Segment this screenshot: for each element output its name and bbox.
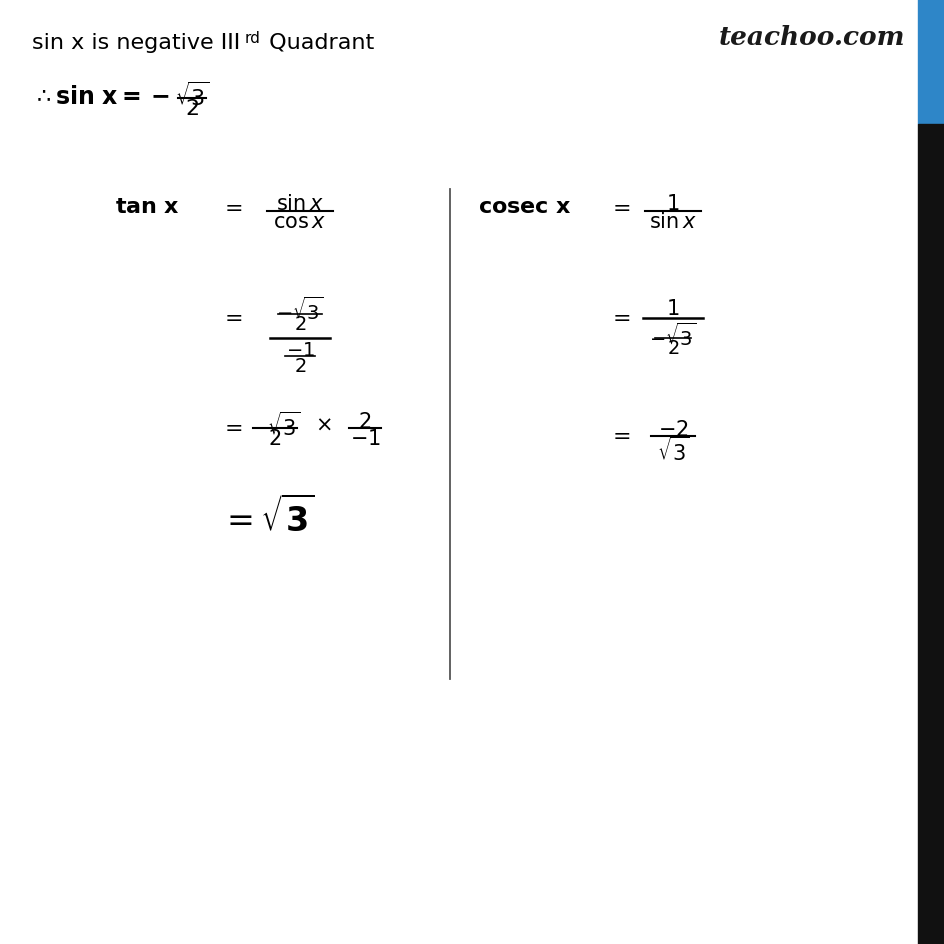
Text: $2$: $2$ — [666, 339, 679, 358]
Text: $=$: $=$ — [220, 416, 243, 436]
Text: sin x is negative III: sin x is negative III — [32, 33, 240, 53]
Text: $= \sqrt{\mathbf{3}}$: $= \sqrt{\mathbf{3}}$ — [220, 497, 314, 539]
Text: $=$: $=$ — [220, 307, 243, 327]
Bar — [917, 0, 944, 125]
Text: $1$: $1$ — [666, 298, 679, 319]
Text: $\mathbf{sin\ x = -}$: $\mathbf{sin\ x = -}$ — [55, 85, 170, 109]
Text: $\mathbf{cosec\ x}$: $\mathbf{cosec\ x}$ — [478, 196, 570, 217]
Text: $\sqrt{3}$: $\sqrt{3}$ — [175, 82, 209, 110]
Text: teachoo.com: teachoo.com — [717, 25, 904, 50]
Text: $-1$: $-1$ — [349, 429, 380, 448]
Text: Quadrant: Quadrant — [261, 33, 374, 53]
Text: $-\sqrt{3}$: $-\sqrt{3}$ — [649, 323, 696, 350]
Text: $2$: $2$ — [358, 412, 371, 431]
Text: $-\sqrt{3}$: $-\sqrt{3}$ — [249, 412, 300, 440]
Text: $2$: $2$ — [268, 429, 281, 448]
Text: $\therefore$: $\therefore$ — [32, 85, 51, 105]
Text: $\times$: $\times$ — [314, 414, 331, 434]
Text: $=$: $=$ — [607, 425, 630, 445]
Bar — [917, 125, 944, 944]
Text: $=$: $=$ — [220, 196, 243, 217]
Text: $\sqrt{3}$: $\sqrt{3}$ — [656, 436, 689, 464]
Text: $\mathbf{tan\ x}$: $\mathbf{tan\ x}$ — [115, 196, 179, 217]
Text: $-1$: $-1$ — [285, 341, 314, 360]
Text: 2: 2 — [185, 99, 199, 119]
Text: $2$: $2$ — [294, 314, 306, 333]
Text: $1$: $1$ — [666, 194, 679, 213]
Text: $\cos x$: $\cos x$ — [273, 211, 327, 232]
Text: rd: rd — [244, 31, 261, 46]
Text: $-2$: $-2$ — [657, 419, 687, 440]
Text: $\sin x$: $\sin x$ — [276, 194, 324, 213]
Text: $\sin x$: $\sin x$ — [649, 211, 696, 232]
Text: $2$: $2$ — [294, 357, 306, 376]
Text: $=$: $=$ — [607, 196, 630, 217]
Text: $-\sqrt{3}$: $-\sqrt{3}$ — [277, 296, 323, 324]
Text: $=$: $=$ — [607, 307, 630, 327]
